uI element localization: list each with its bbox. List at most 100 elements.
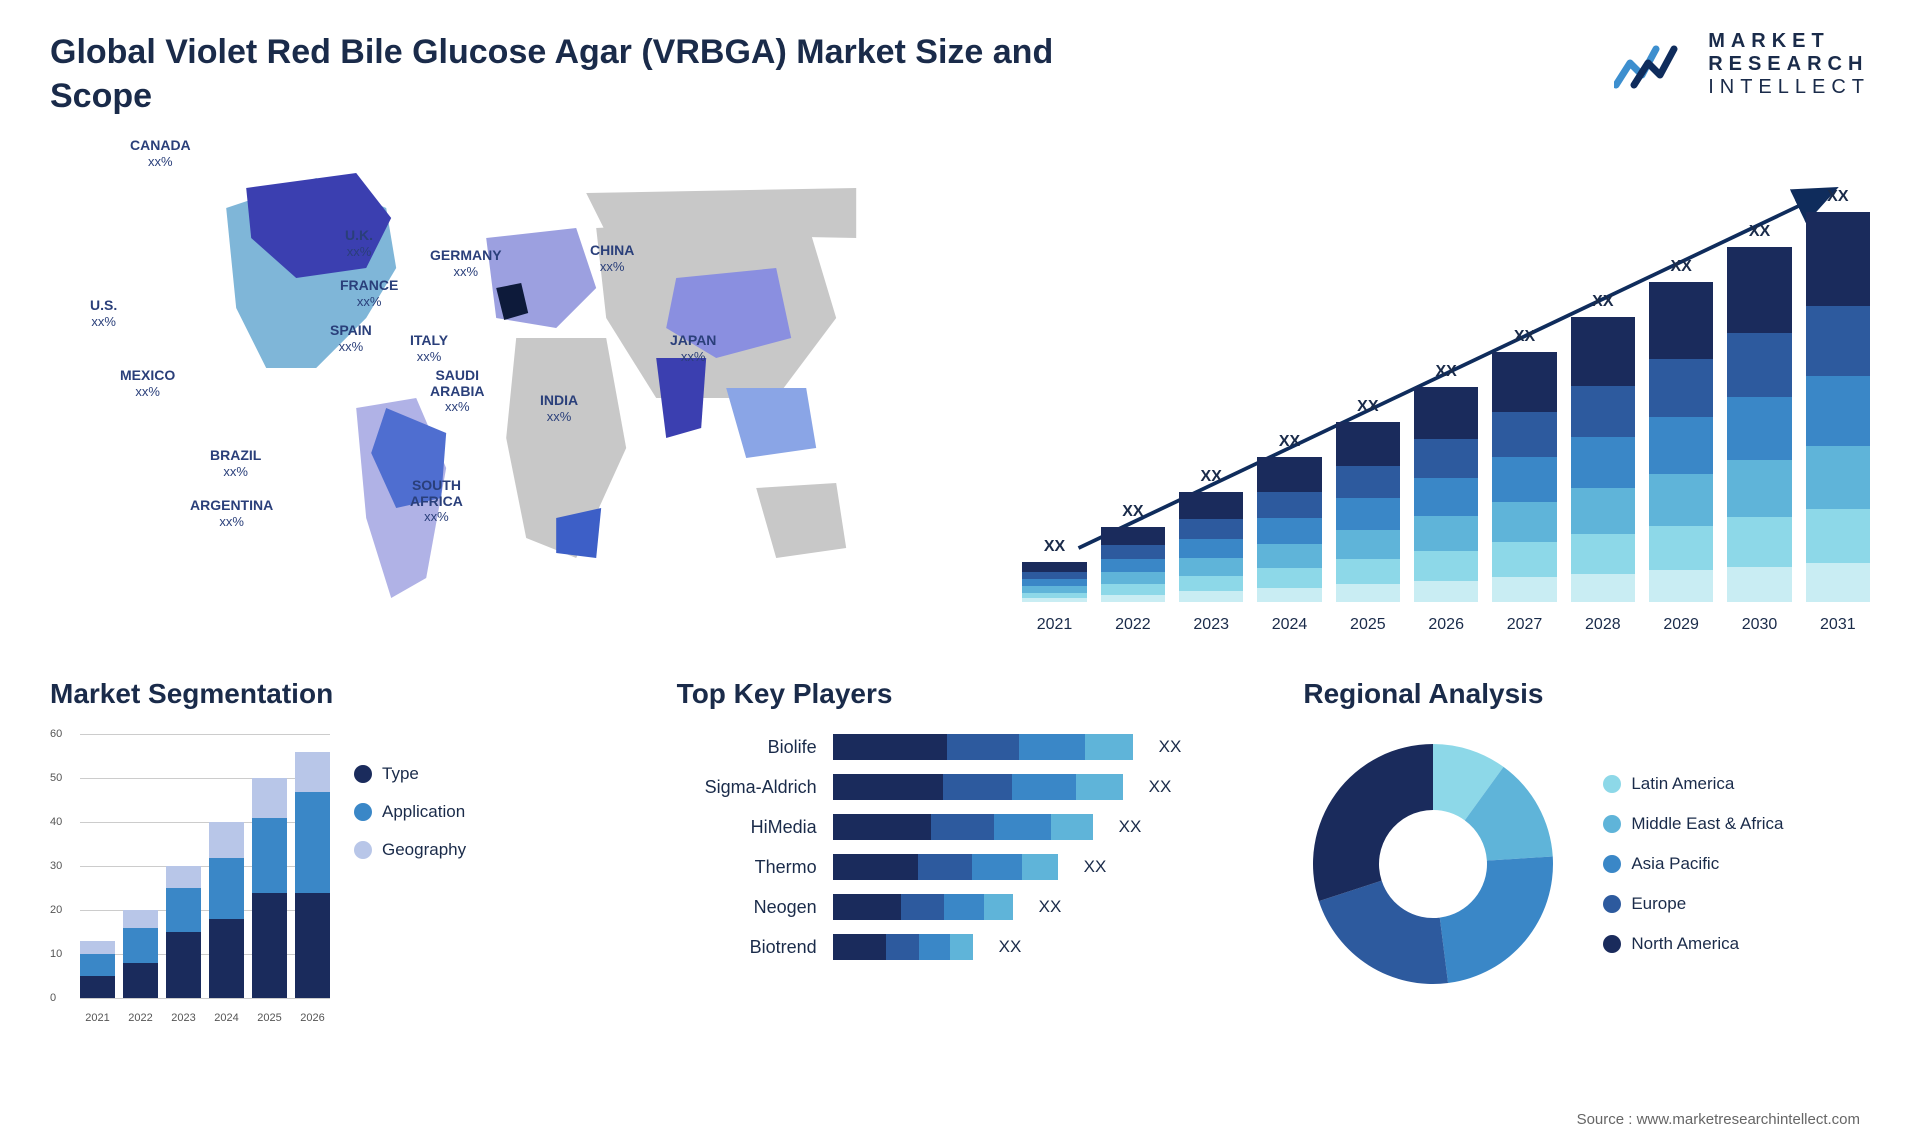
legend-dot-icon (354, 803, 372, 821)
main-bar-segment (1022, 598, 1086, 602)
seg-gridline (80, 998, 330, 999)
main-bar-value-label: XX (1827, 188, 1848, 206)
main-bar-segment (1336, 466, 1400, 498)
main-bar-segment (1414, 478, 1478, 517)
main-bar-segment (1022, 572, 1086, 579)
region-legend-item: Europe (1603, 894, 1783, 914)
main-bar-segment (1179, 576, 1243, 591)
main-bar-segment (1179, 558, 1243, 576)
map-label-italy: ITALYxx% (410, 333, 448, 364)
seg-y-tick: 20 (50, 904, 62, 916)
map-label-safrica: SOUTHAFRICAxx% (410, 478, 463, 524)
main-bar-x-label: 2028 (1571, 616, 1635, 634)
player-bar-segment (833, 814, 932, 840)
player-bar-segment (1076, 774, 1122, 800)
main-bar-segment (1571, 488, 1635, 534)
map-label-us: U.S.xx% (90, 298, 117, 329)
seg-y-tick: 60 (50, 728, 62, 740)
player-bar-segment (972, 854, 1022, 880)
seg-bar-segment (209, 858, 244, 920)
main-bar-segment (1414, 581, 1478, 603)
main-bar-2026: XX (1414, 363, 1478, 602)
main-bar-segment (1101, 584, 1165, 595)
legend-label: Type (382, 764, 419, 784)
main-bar-segment (1179, 591, 1243, 602)
main-bar-segment (1101, 527, 1165, 545)
players-panel: Top Key Players BiolifeXXSigma-AldrichXX… (677, 678, 1244, 1024)
world-map-panel: CANADAxx%U.S.xx%MEXICOxx%BRAZILxx%ARGENT… (50, 138, 982, 638)
main-bar-segment (1022, 579, 1086, 586)
player-value: XX (1039, 897, 1062, 917)
main-bar-segment (1806, 446, 1870, 508)
main-bar-2028: XX (1571, 293, 1635, 602)
player-value: XX (1159, 737, 1182, 757)
seg-bar-segment (252, 778, 287, 818)
seg-y-tick: 10 (50, 948, 62, 960)
main-bar-segment (1806, 563, 1870, 602)
main-bar-chart: XXXXXXXXXXXXXXXXXXXXXX 20212022202320242… (1022, 138, 1870, 638)
main-bar-segment (1414, 516, 1478, 550)
main-bar-segment (1336, 584, 1400, 602)
header-row: Global Violet Red Bile Glucose Agar (VRB… (50, 30, 1870, 118)
seg-bar-segment (295, 792, 330, 893)
main-bar-segment (1257, 457, 1321, 492)
main-bar-segment (1257, 492, 1321, 518)
main-bar-segment (1179, 519, 1243, 539)
main-bar-value-label: XX (1201, 468, 1222, 486)
main-bar-value-label: XX (1279, 433, 1300, 451)
legend-dot-icon (354, 841, 372, 859)
main-bar-2030: XX (1727, 223, 1791, 602)
main-bar-segment (1571, 317, 1635, 385)
player-bar-segment (919, 934, 950, 960)
logo-mark-icon (1614, 35, 1696, 95)
legend-dot-icon (1603, 935, 1621, 953)
legend-dot-icon (1603, 855, 1621, 873)
main-bar-value-label: XX (1592, 293, 1613, 311)
page-title: Global Violet Red Bile Glucose Agar (VRB… (50, 30, 1150, 118)
seg-bar-segment (166, 888, 201, 932)
main-bar-value-label: XX (1436, 363, 1457, 381)
map-label-germany: GERMANYxx% (430, 248, 502, 279)
legend-label: Europe (1631, 894, 1686, 914)
main-bar-x-label: 2025 (1336, 616, 1400, 634)
main-bar-segment (1649, 417, 1713, 475)
main-bar-segment (1492, 352, 1556, 412)
seg-bar-segment (123, 910, 158, 928)
map-label-brazil: BRAZILxx% (210, 448, 261, 479)
region-legend-item: Middle East & Africa (1603, 814, 1783, 834)
player-bar-segment (1019, 734, 1085, 760)
map-label-spain: SPAINxx% (330, 323, 372, 354)
main-bar-2025: XX (1336, 398, 1400, 602)
main-bar-segment (1101, 595, 1165, 603)
main-bar-segment (1727, 397, 1791, 461)
legend-label: Asia Pacific (1631, 854, 1719, 874)
main-bar-segment (1649, 526, 1713, 571)
seg-bar-2021 (80, 941, 115, 998)
seg-x-label: 2024 (209, 1012, 244, 1024)
main-bar-segment (1649, 359, 1713, 417)
main-bar-segment (1571, 534, 1635, 574)
segmentation-panel: Market Segmentation 0102030405060 202120… (50, 678, 617, 1024)
seg-y-tick: 50 (50, 772, 62, 784)
player-value: XX (999, 937, 1022, 957)
seg-x-label: 2021 (80, 1012, 115, 1024)
main-bar-segment (1336, 498, 1400, 530)
player-bar (833, 894, 1013, 920)
seg-bar-segment (209, 822, 244, 857)
main-bar-segment (1492, 457, 1556, 502)
regional-donut-chart (1303, 734, 1563, 994)
player-value: XX (1119, 817, 1142, 837)
map-label-saudi: SAUDIARABIAxx% (430, 368, 484, 414)
donut-slice (1440, 857, 1553, 984)
seg-bar-2023 (166, 866, 201, 998)
player-bar-segment (931, 814, 993, 840)
region-legend-item: North America (1603, 934, 1783, 954)
main-bar-x-label: 2031 (1806, 616, 1870, 634)
main-bar-segment (1336, 530, 1400, 559)
top-row: CANADAxx%U.S.xx%MEXICOxx%BRAZILxx%ARGENT… (50, 138, 1870, 638)
seg-bar-2024 (209, 822, 244, 998)
player-bar-segment (943, 774, 1013, 800)
main-bar-segment (1492, 577, 1556, 602)
player-bar-segment (944, 894, 984, 920)
main-bar-2024: XX (1257, 433, 1321, 602)
